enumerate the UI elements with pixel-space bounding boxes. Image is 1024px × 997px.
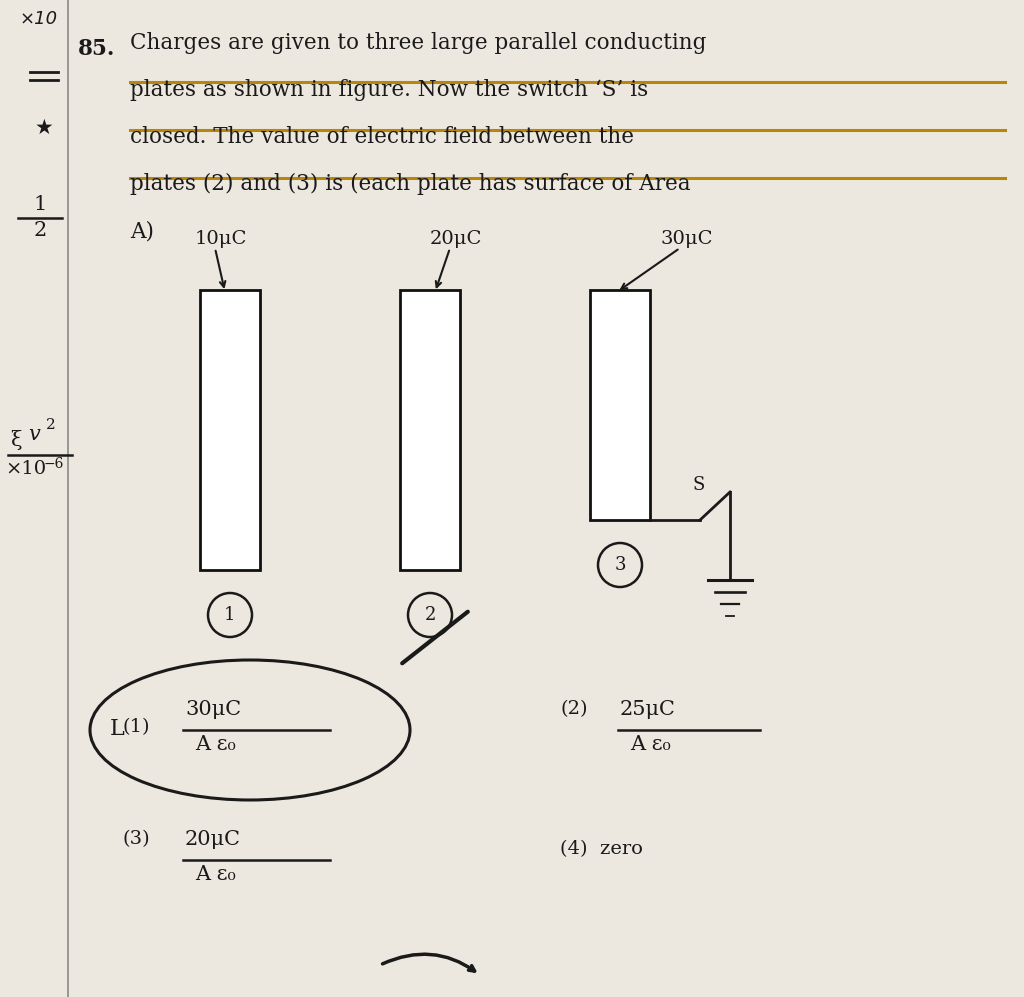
Text: 2: 2: [46, 418, 55, 432]
Text: (1): (1): [122, 718, 150, 736]
Text: plates as shown in figure. Now the switch ‘S’ is: plates as shown in figure. Now the switc…: [130, 79, 648, 101]
Text: 20μC: 20μC: [430, 230, 482, 248]
Text: 2: 2: [34, 221, 47, 240]
Bar: [200, 290, 260, 570]
Text: v: v: [28, 425, 40, 444]
Text: 25μC: 25μC: [620, 700, 676, 719]
Text: A ε₀: A ε₀: [195, 735, 236, 754]
Text: ×10: ×10: [20, 10, 58, 28]
Text: ξ: ξ: [10, 430, 22, 450]
Text: 1: 1: [224, 606, 236, 624]
Text: S: S: [692, 476, 705, 494]
Text: A ε₀: A ε₀: [195, 865, 236, 884]
Text: 85.: 85.: [78, 38, 116, 60]
Text: (4)  zero: (4) zero: [560, 840, 643, 858]
Text: 3: 3: [614, 556, 626, 574]
Text: A ε₀: A ε₀: [630, 735, 671, 754]
Text: (3): (3): [122, 830, 150, 848]
Text: L: L: [110, 718, 125, 740]
Bar: [400, 290, 460, 570]
Text: 30μC: 30μC: [185, 700, 241, 719]
Text: plates (2) and (3) is (each plate has surface of Area: plates (2) and (3) is (each plate has su…: [130, 173, 690, 195]
Text: (2): (2): [560, 700, 588, 718]
Text: ×10: ×10: [5, 460, 46, 478]
Text: ★: ★: [35, 118, 53, 138]
Text: 10μC: 10μC: [195, 230, 248, 248]
Bar: [590, 290, 650, 520]
Text: A): A): [130, 220, 154, 242]
Text: −6: −6: [44, 457, 65, 471]
Text: closed. The value of electric field between the: closed. The value of electric field betw…: [130, 126, 634, 148]
Text: Charges are given to three large parallel conducting: Charges are given to three large paralle…: [130, 32, 707, 54]
Text: 30μC: 30μC: [660, 230, 713, 248]
Text: 20μC: 20μC: [185, 830, 241, 849]
Text: 2: 2: [424, 606, 435, 624]
Text: 1: 1: [34, 195, 47, 214]
